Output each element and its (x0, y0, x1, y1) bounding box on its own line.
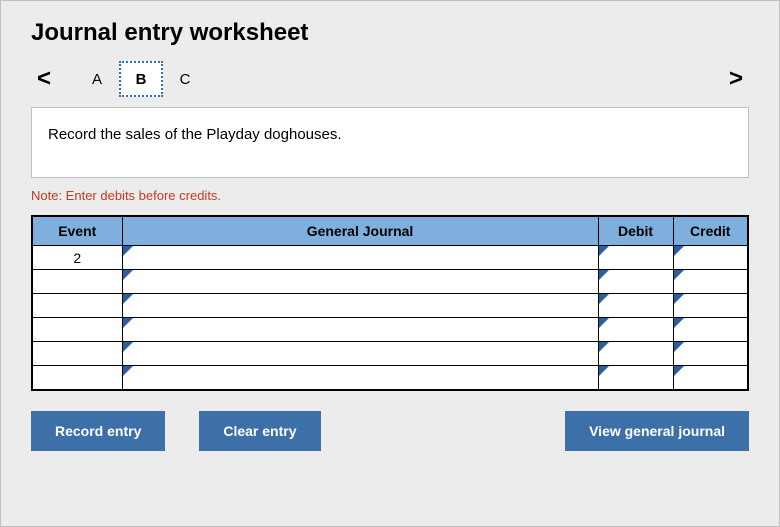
col-header-event: Event (32, 216, 122, 246)
col-header-debit: Debit (598, 216, 673, 246)
cell-event[interactable] (32, 342, 122, 366)
dropdown-icon (599, 294, 609, 304)
cell-credit[interactable] (673, 270, 748, 294)
cell-general-journal[interactable] (122, 318, 598, 342)
cell-credit[interactable] (673, 366, 748, 390)
cell-credit[interactable] (673, 318, 748, 342)
dropdown-icon (599, 270, 609, 280)
table-row (32, 366, 748, 390)
cell-credit[interactable] (673, 294, 748, 318)
cell-general-journal[interactable] (122, 246, 598, 270)
dropdown-icon (123, 246, 133, 256)
dropdown-icon (674, 270, 684, 280)
clear-entry-button[interactable]: Clear entry (199, 411, 320, 451)
cell-general-journal[interactable] (122, 294, 598, 318)
cell-general-journal[interactable] (122, 366, 598, 390)
dropdown-icon (123, 294, 133, 304)
journal-table: Event General Journal Debit Credit 2 (31, 215, 749, 391)
view-general-journal-button[interactable]: View general journal (565, 411, 749, 451)
tab-nav-row: < A B C > (31, 59, 749, 99)
dropdown-icon (599, 318, 609, 328)
dropdown-icon (674, 294, 684, 304)
table-body: 2 (32, 246, 748, 390)
cell-event[interactable] (32, 270, 122, 294)
cell-debit[interactable] (598, 246, 673, 270)
cell-credit[interactable] (673, 342, 748, 366)
cell-general-journal[interactable] (122, 270, 598, 294)
col-header-credit: Credit (673, 216, 748, 246)
cell-debit[interactable] (598, 342, 673, 366)
col-header-general-journal: General Journal (122, 216, 598, 246)
dropdown-icon (123, 366, 133, 376)
table-row (32, 318, 748, 342)
table-row (32, 270, 748, 294)
dropdown-icon (123, 342, 133, 352)
next-arrow-icon[interactable]: > (723, 65, 749, 93)
table-row: 2 (32, 246, 748, 270)
page-title: Journal entry worksheet (31, 19, 749, 47)
tab-b[interactable]: B (119, 61, 163, 97)
cell-credit[interactable] (673, 246, 748, 270)
dropdown-icon (599, 342, 609, 352)
cell-debit[interactable] (598, 294, 673, 318)
dropdown-icon (674, 318, 684, 328)
dropdown-icon (599, 246, 609, 256)
table-header-row: Event General Journal Debit Credit (32, 216, 748, 246)
cell-general-journal[interactable] (122, 342, 598, 366)
dropdown-icon (674, 342, 684, 352)
tab-a[interactable]: A (75, 61, 119, 97)
dropdown-icon (123, 270, 133, 280)
table-row (32, 342, 748, 366)
button-group-left: Record entry Clear entry (31, 411, 321, 451)
prev-arrow-icon[interactable]: < (31, 65, 57, 93)
cell-event[interactable] (32, 294, 122, 318)
tab-list: A B C (75, 61, 207, 97)
button-row: Record entry Clear entry View general jo… (31, 411, 749, 451)
dropdown-icon (123, 318, 133, 328)
cell-event[interactable] (32, 366, 122, 390)
record-entry-button[interactable]: Record entry (31, 411, 165, 451)
cell-debit[interactable] (598, 366, 673, 390)
dropdown-icon (599, 366, 609, 376)
cell-debit[interactable] (598, 318, 673, 342)
instruction-box: Record the sales of the Playday doghouse… (31, 107, 749, 178)
note-text: Note: Enter debits before credits. (31, 188, 749, 203)
cell-event[interactable]: 2 (32, 246, 122, 270)
dropdown-icon (674, 246, 684, 256)
dropdown-icon (674, 366, 684, 376)
cell-event[interactable] (32, 318, 122, 342)
journal-worksheet: Journal entry worksheet < A B C > Record… (0, 0, 780, 527)
cell-debit[interactable] (598, 270, 673, 294)
table-row (32, 294, 748, 318)
tab-c[interactable]: C (163, 61, 207, 97)
